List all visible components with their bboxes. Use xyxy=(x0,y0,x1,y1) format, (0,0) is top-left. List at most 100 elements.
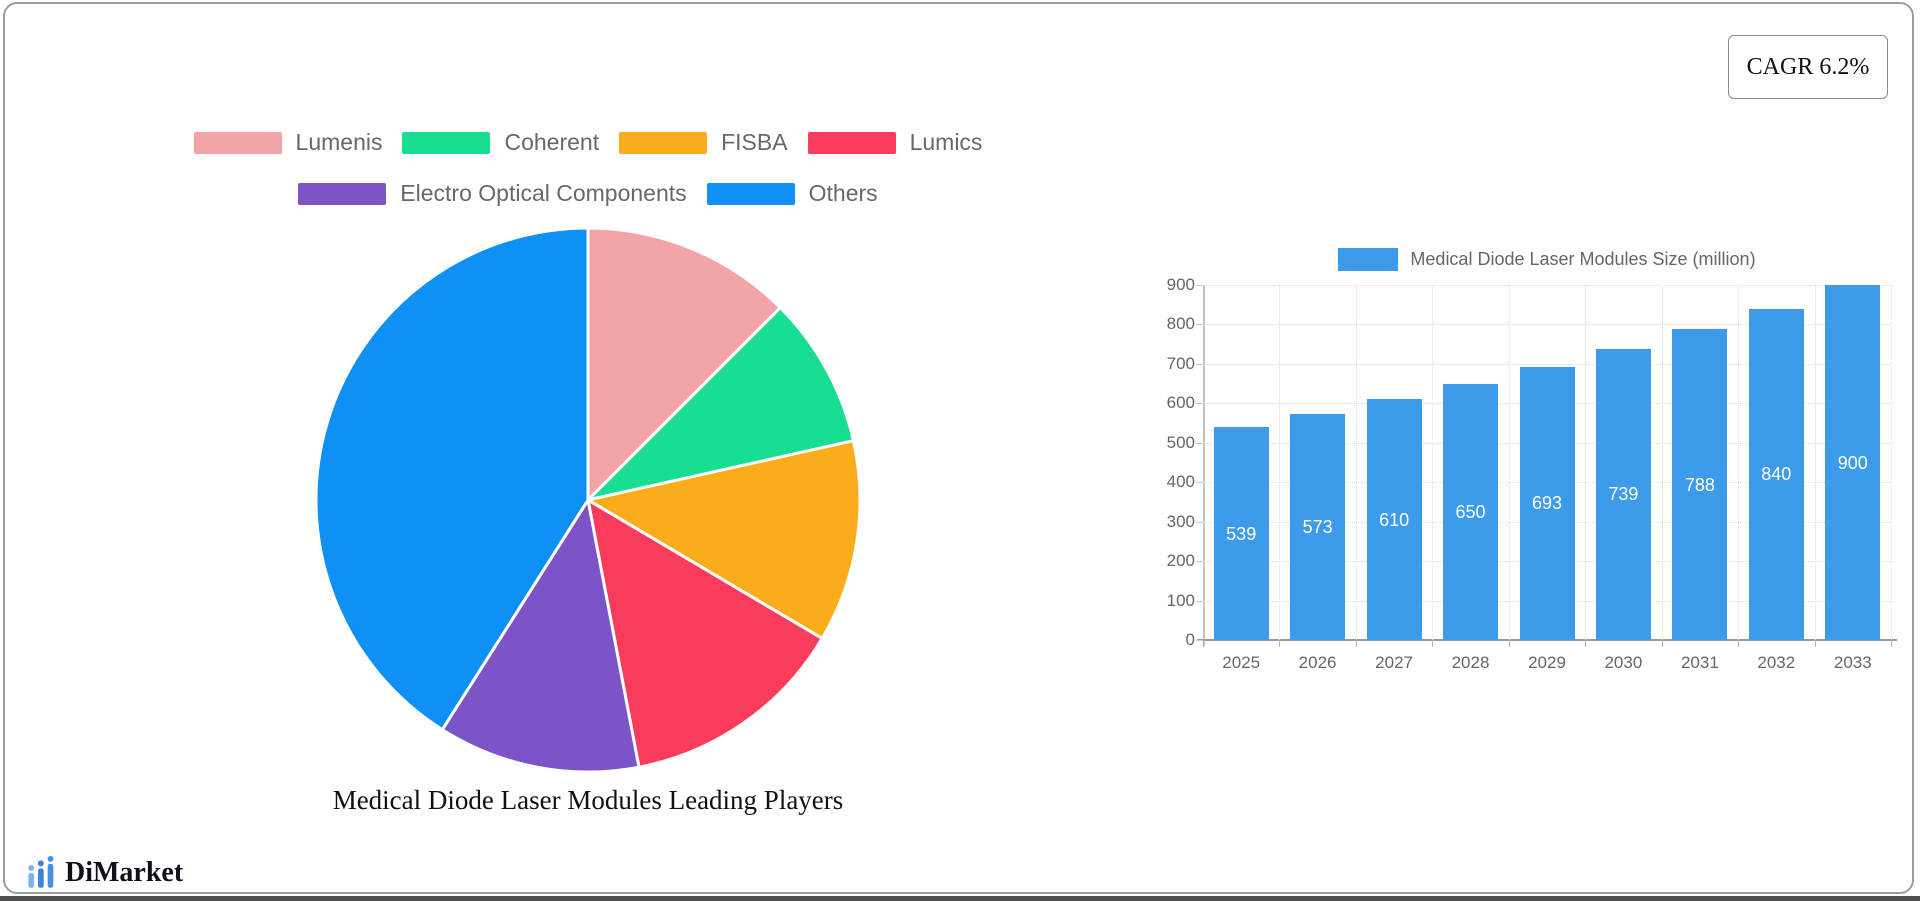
x-tick-6 xyxy=(1662,640,1663,647)
pie-legend-row-2: Electro Optical Components Others xyxy=(298,180,878,207)
x-axis-label-2030: 2030 xyxy=(1604,653,1643,672)
legend-swatch-lumics xyxy=(807,131,896,154)
y-tick-800 xyxy=(1196,324,1203,326)
bar-legend-label: Medical Diode Laser Modules Size (millio… xyxy=(1410,249,1756,269)
bar-value-2032: 840 xyxy=(1761,464,1792,485)
y-tick-900 xyxy=(1196,285,1203,286)
x-tick-8 xyxy=(1815,640,1816,647)
bar-chart-logo-icon xyxy=(28,856,54,888)
gridline-y-900 xyxy=(1203,285,1891,286)
legend-label-fisba: FISBA xyxy=(721,129,788,155)
legend-item-electro-optical-components[interactable]: Electro Optical Components xyxy=(298,180,687,207)
x-tick-3 xyxy=(1432,640,1433,647)
y-axis-label-0: 0 xyxy=(1185,630,1195,649)
x-axis-label-2029: 2029 xyxy=(1528,653,1566,672)
legend-swatch-others xyxy=(706,182,795,205)
x-axis-label-2026: 2026 xyxy=(1298,653,1337,672)
legend-label-electro-optical-components: Electro Optical Components xyxy=(400,180,687,206)
bar-2029[interactable] xyxy=(1519,366,1575,640)
legend-swatch-electro-optical-components xyxy=(298,182,387,205)
y-axis-label-400: 400 xyxy=(1166,472,1195,492)
y-axis-label-600: 600 xyxy=(1166,393,1195,413)
bar-chart-y-axis xyxy=(1203,285,1205,646)
y-tick-700 xyxy=(1196,363,1203,365)
bar-2030[interactable] xyxy=(1595,348,1651,640)
bar-chart-legend[interactable]: Medical Diode Laser Modules Size (millio… xyxy=(1203,248,1891,271)
bar-chart-x-axis xyxy=(1197,639,1897,641)
pie-legend-row-1: Lumenis Coherent FISBA Lumics xyxy=(193,129,983,156)
pie-slice-others[interactable] xyxy=(314,226,590,732)
x-axis-label-2028: 2028 xyxy=(1451,653,1490,672)
pie-slice-lumenis[interactable] xyxy=(586,226,782,502)
bar-value-2029: 693 xyxy=(1531,493,1563,514)
y-tick-200 xyxy=(1196,561,1203,563)
bar-value-2033: 900 xyxy=(1837,452,1868,473)
legend-item-lumics[interactable]: Lumics xyxy=(807,129,983,156)
legend-label-others: Others xyxy=(808,180,878,206)
bar-legend-swatch xyxy=(1338,248,1399,271)
legend-label-lumics: Lumics xyxy=(909,129,983,155)
legend-swatch-lumenis xyxy=(193,131,282,154)
y-axis-label-900: 900 xyxy=(1166,275,1195,294)
x-tick-5 xyxy=(1585,640,1586,647)
legend-label-coherent: Coherent xyxy=(504,129,600,155)
bar-chart-plot-area: 539 2025 573 2026 610 2027 650 2028 693 2029 739 20… xyxy=(1196,285,1892,672)
gridline-x-8 xyxy=(1815,285,1816,640)
gridline-y-700 xyxy=(1203,363,1891,365)
bar-2031[interactable] xyxy=(1672,329,1728,640)
y-tick-500 xyxy=(1196,442,1203,444)
gridline-x-2 xyxy=(1356,285,1357,640)
y-axis-label-800: 800 xyxy=(1166,314,1195,334)
legend-label-lumenis: Lumenis xyxy=(295,129,383,155)
legend-item-lumenis[interactable]: Lumenis xyxy=(193,129,383,156)
pie-chart-title: Medical Diode Laser Modules Leading Play… xyxy=(332,785,844,815)
dimarket-logo-text: DiMarket xyxy=(65,857,184,888)
y-tick-300 xyxy=(1196,521,1203,523)
x-tick-0 xyxy=(1203,640,1204,647)
pie-legend: Lumenis Coherent FISBA Lumics Electro Optica… xyxy=(88,129,1088,207)
gridline-x-4 xyxy=(1509,285,1510,640)
bar-2033[interactable] xyxy=(1825,285,1881,640)
legend-item-fisba[interactable]: FISBA xyxy=(619,129,788,156)
legend-item-coherent[interactable]: Coherent xyxy=(402,129,599,156)
bottom-edge-strip xyxy=(0,896,1920,901)
dimarket-logo: DiMarket xyxy=(27,856,183,890)
gridline-x-1 xyxy=(1279,285,1280,640)
bar-value-2028: 650 xyxy=(1455,501,1486,522)
pie-slice-fisba[interactable] xyxy=(586,439,862,640)
pie-slice-electro-optical-components[interactable] xyxy=(440,498,641,774)
y-axis-label-700: 700 xyxy=(1166,353,1195,373)
x-tick-9 xyxy=(1891,640,1892,647)
cagr-label: CAGR 6.2% xyxy=(1746,53,1870,80)
y-tick-100 xyxy=(1196,600,1203,602)
gridline-x-5 xyxy=(1585,285,1586,640)
pie-chart xyxy=(314,226,862,774)
pie-slice-coherent[interactable] xyxy=(586,306,855,502)
bar-2028[interactable] xyxy=(1443,383,1499,640)
y-axis-label-300: 300 xyxy=(1166,511,1195,531)
bar-value-2030: 739 xyxy=(1608,484,1639,505)
bar-value-2025: 539 xyxy=(1226,523,1257,544)
gridline-y-800 xyxy=(1203,324,1891,326)
gridline-x-3 xyxy=(1432,285,1433,640)
legend-swatch-coherent xyxy=(402,131,491,154)
bar-2025[interactable] xyxy=(1213,427,1269,640)
legend-item-others[interactable]: Others xyxy=(706,180,878,207)
bar-value-2026: 573 xyxy=(1302,517,1333,537)
y-axis-label-100: 100 xyxy=(1166,590,1195,610)
y-tick-600 xyxy=(1196,403,1203,405)
bar-2032[interactable] xyxy=(1748,308,1804,640)
bar-2027[interactable] xyxy=(1366,399,1422,640)
legend-swatch-fisba xyxy=(619,131,708,154)
y-axis-label-500: 500 xyxy=(1166,432,1195,452)
gridline-x-7 xyxy=(1738,285,1739,640)
bar-2026[interactable] xyxy=(1290,414,1346,640)
y-axis-label-200: 200 xyxy=(1166,551,1195,571)
y-tick-0 xyxy=(1196,640,1203,641)
y-tick-400 xyxy=(1196,482,1203,484)
x-axis-label-2031: 2031 xyxy=(1680,653,1719,672)
pie-slice-lumics[interactable] xyxy=(586,498,824,769)
bar-value-2031: 788 xyxy=(1684,474,1715,495)
x-axis-label-2025: 2025 xyxy=(1222,653,1261,672)
x-axis-label-2027: 2027 xyxy=(1375,653,1413,672)
